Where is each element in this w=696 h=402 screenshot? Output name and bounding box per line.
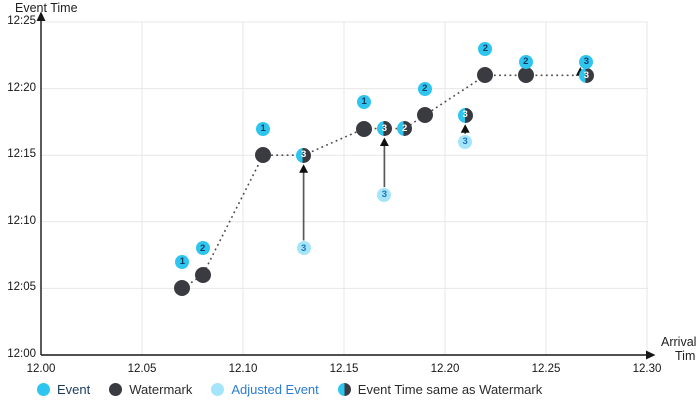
y-tick-label: 12:20 [7,81,36,94]
legend: Event Watermark Adjusted Event Event Time s… [37,382,542,397]
legend-item: Event [37,382,90,397]
same-as-watermark-marker: 2 [397,121,413,137]
x-axis-title: Arrival Time [661,335,696,363]
legend-label: Event [57,382,91,397]
same-as-watermark-marker: 3 [457,107,473,123]
legend-label: Watermark [129,382,193,397]
watermark-dot-icon [109,383,123,396]
watermark-marker [517,67,534,84]
adjusted-event-marker: 3 [377,188,392,203]
y-tick-label: 12:00 [7,348,36,360]
legend-item: Event Time same as Watermark [337,382,543,397]
legend-item: Watermark [109,382,192,397]
y-tick-label: 12:10 [7,214,36,227]
event-marker: 3 [579,55,594,69]
legend-label: Event Time same as Watermark [357,382,543,397]
adjusted-event-marker: 3 [458,134,473,149]
x-axis-title-line2: Time [675,349,696,363]
x-tick-label: 12.30 [632,363,662,375]
event-marker: 2 [195,241,210,256]
watermark-marker [194,267,211,284]
event-marker: 1 [175,254,190,269]
y-tick-label: 12:15 [7,148,36,161]
adjusted-event-marker: 3 [296,241,311,256]
legend-item: Adjusted Event [211,382,319,397]
x-tick-label: 12.10 [228,363,258,375]
adjusted-dot-icon [211,383,225,396]
watermark-marker [174,280,191,297]
legend-label: Adjusted Event [231,382,319,397]
watermark-marker [477,67,494,84]
half-dot-icon [337,383,351,396]
watermark-marker [255,147,272,164]
event-marker: 2 [417,81,432,96]
event-dot-icon [37,383,50,396]
same-as-watermark-marker: 3 [376,121,392,137]
watermark-marker [356,120,373,137]
event-marker: 2 [478,41,493,56]
y-tick-label: 12:25 [7,15,36,27]
same-as-watermark-marker: 3 [578,67,594,83]
x-tick-label: 12.20 [430,363,460,375]
same-as-watermark-marker: 3 [296,147,312,163]
x-tick-label: 12.15 [329,363,359,375]
y-tick-label: 12:05 [7,281,36,294]
x-tick-label: 12.00 [26,363,56,375]
event-marker: 1 [256,121,271,136]
event-marker: 2 [518,55,533,69]
x-tick-label: 12.25 [531,363,561,375]
y-axis-title: Event Time [15,1,78,15]
x-tick-label: 12.05 [127,363,157,375]
x-axis-title-line1: Arrival [661,335,696,349]
watermark-marker [416,107,433,124]
event-marker: 1 [357,94,372,109]
